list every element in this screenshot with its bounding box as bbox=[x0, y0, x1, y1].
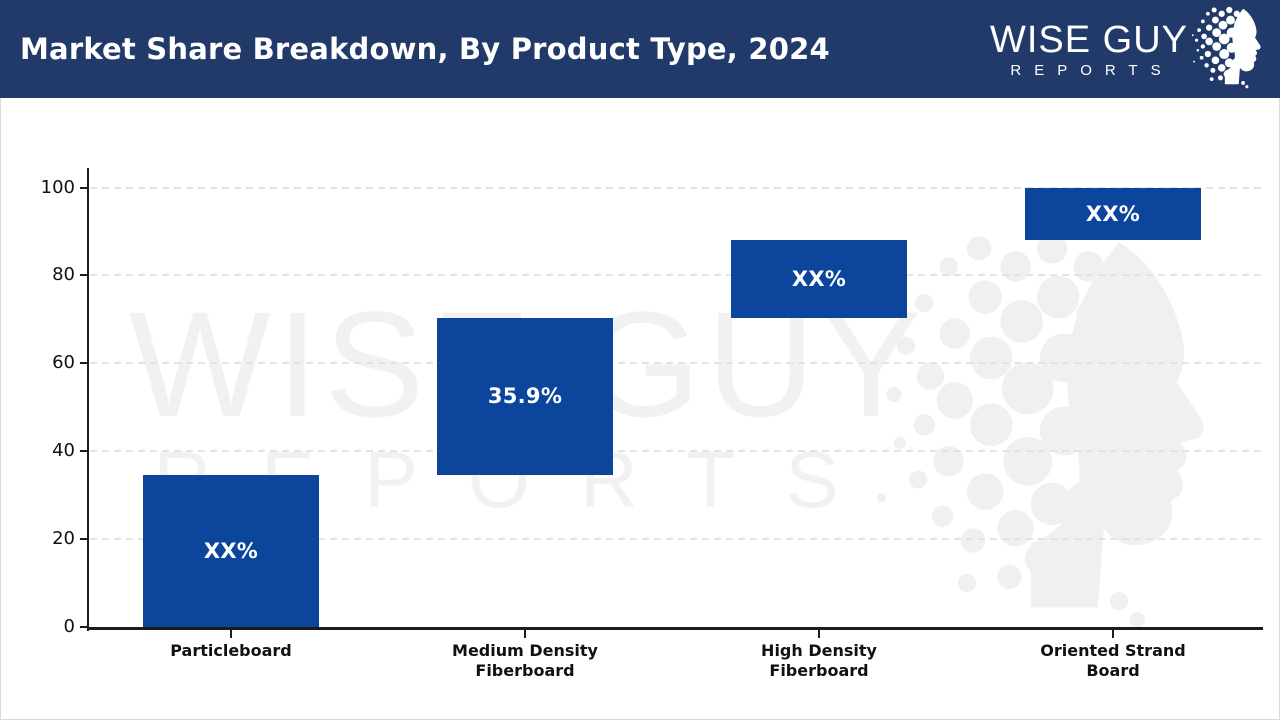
y-tick-label-60: 60 bbox=[52, 352, 75, 374]
waterfall-chart: 0 20 40 60 80 100 XX% Particleboard 35.9% Medium … bbox=[1, 98, 1279, 719]
wiseguy-logo: WISE GUY REPORTS bbox=[990, 5, 1266, 93]
y-tick-mark-60 bbox=[80, 362, 88, 365]
x-tick-label-particleboard: Particleboard bbox=[170, 641, 292, 660]
logo-head-icon bbox=[1191, 6, 1261, 89]
x-tick-mark-high-density-fiberboard bbox=[818, 629, 820, 638]
bar-value-label: XX% bbox=[1085, 201, 1141, 226]
bar-particleboard: XX% bbox=[143, 475, 319, 627]
gridline-80 bbox=[90, 274, 1263, 277]
y-tick-mark-100 bbox=[80, 186, 88, 189]
gridline-40 bbox=[90, 450, 1263, 453]
y-tick-label-20: 20 bbox=[52, 528, 75, 550]
y-tick-label-100: 100 bbox=[40, 176, 75, 198]
y-tick-mark-80 bbox=[80, 274, 88, 277]
gridline-20 bbox=[90, 538, 1263, 541]
logo-text: WISE GUY REPORTS bbox=[990, 20, 1188, 79]
x-tick-mark-particleboard bbox=[230, 629, 232, 638]
logo-subtext: REPORTS bbox=[1010, 61, 1174, 79]
x-tick-label-high-density-fiberboard: High Density Fiberboard bbox=[761, 641, 877, 680]
y-tick-label-40: 40 bbox=[52, 440, 75, 462]
bar-oriented-strand-board: XX% bbox=[1025, 187, 1201, 240]
bar-value-label: XX% bbox=[203, 539, 259, 564]
gridline-100 bbox=[90, 186, 1263, 189]
y-tick-label-80: 80 bbox=[52, 264, 75, 286]
y-axis-line bbox=[86, 168, 89, 631]
header: Market Share Breakdown, By Product Type,… bbox=[0, 0, 1280, 98]
logo-wordmark: WISE GUY bbox=[989, 18, 1188, 61]
x-tick-label-medium-density-fiberboard: Medium Density Fiberboard bbox=[452, 641, 598, 680]
x-axis-line bbox=[86, 627, 1263, 630]
x-tick-label-oriented-strand-board: Oriented Strand Board bbox=[1040, 641, 1186, 680]
x-tick-mark-medium-density-fiberboard bbox=[524, 629, 526, 638]
page-title: Market Share Breakdown, By Product Type,… bbox=[20, 32, 830, 66]
y-tick-mark-0 bbox=[80, 626, 88, 628]
x-tick-mark-oriented-strand-board bbox=[1112, 629, 1114, 638]
y-tick-label-0: 0 bbox=[63, 616, 75, 637]
y-tick-mark-40 bbox=[80, 450, 88, 453]
bar-value-label: XX% bbox=[791, 266, 847, 291]
chart-area: WISE GUY REPORTS 0 20 40 60 80 100 XX% Particle… bbox=[0, 98, 1280, 720]
bar-medium-density-fiberboard: 35.9% bbox=[437, 317, 613, 476]
gridline-60 bbox=[90, 362, 1263, 365]
y-tick-mark-20 bbox=[80, 538, 88, 541]
bar-high-density-fiberboard: XX% bbox=[731, 239, 907, 318]
bar-value-label: 35.9% bbox=[487, 384, 563, 409]
